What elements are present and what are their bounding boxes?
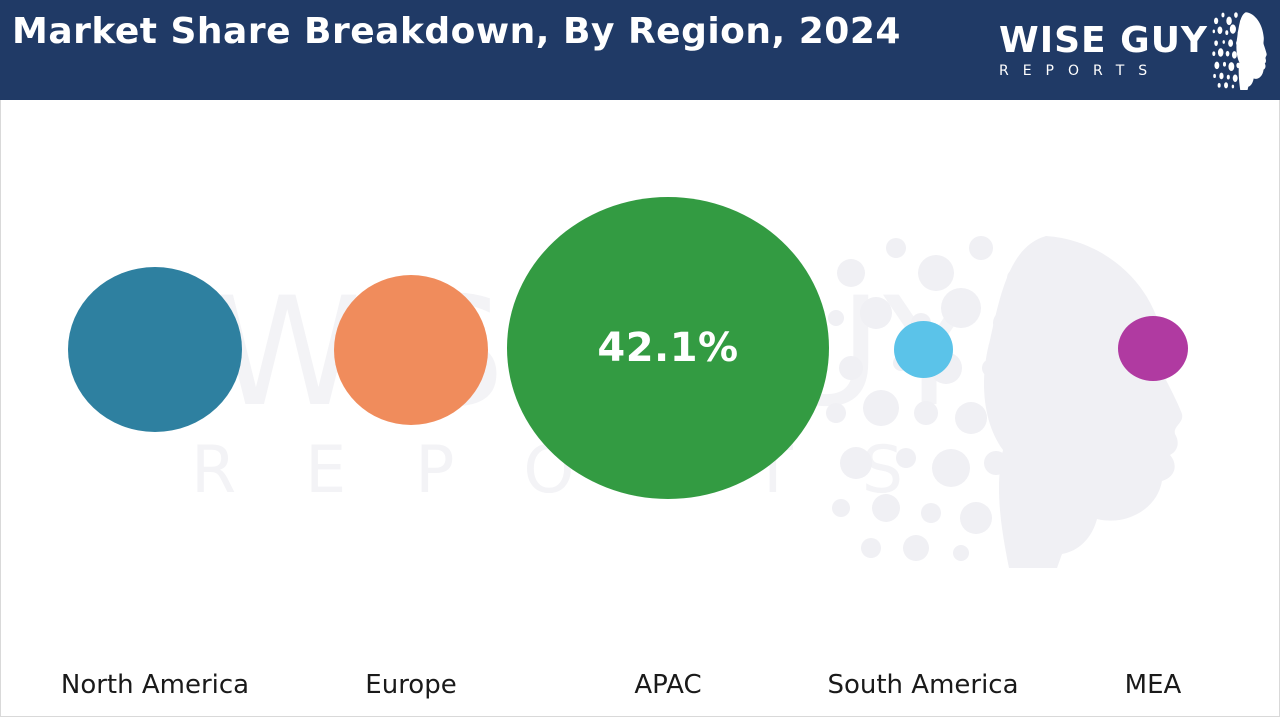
bubble-value-label: 42.1%	[597, 325, 739, 371]
category-label-south-america: South America	[827, 670, 1019, 700]
bubble-north-america	[68, 266, 242, 432]
chart-area: WISE GUY REPORTS 42.1% North AmericaEuro…	[0, 100, 1280, 717]
bubble-layer: 42.1%	[1, 100, 1279, 716]
header: Market Share Breakdown, By Region, 2024 …	[0, 0, 1280, 100]
bubble-south-america	[893, 320, 953, 378]
bubble-europe	[334, 275, 488, 425]
category-label-north-america: North America	[60, 670, 250, 700]
page-title: Market Share Breakdown, By Region, 2024	[12, 11, 901, 52]
category-label-mea: MEA	[1124, 670, 1182, 700]
category-label-apac: APAC	[634, 670, 702, 700]
logo-subtext: REPORTS	[998, 62, 1162, 79]
logo-wordmark: WISE GUY	[998, 20, 1208, 61]
logo-text: WISE GUY REPORTS	[999, 22, 1208, 79]
bubble-mea	[1118, 315, 1188, 381]
category-label-europe: Europe	[365, 670, 457, 700]
wiseguy-logo: WISE GUY REPORTS	[999, 8, 1268, 90]
category-labels: North America Europe APAC South America MEA	[1, 100, 1279, 716]
bubble-apac: 42.1%	[507, 197, 829, 499]
wiseguy-head-icon	[1212, 12, 1267, 90]
